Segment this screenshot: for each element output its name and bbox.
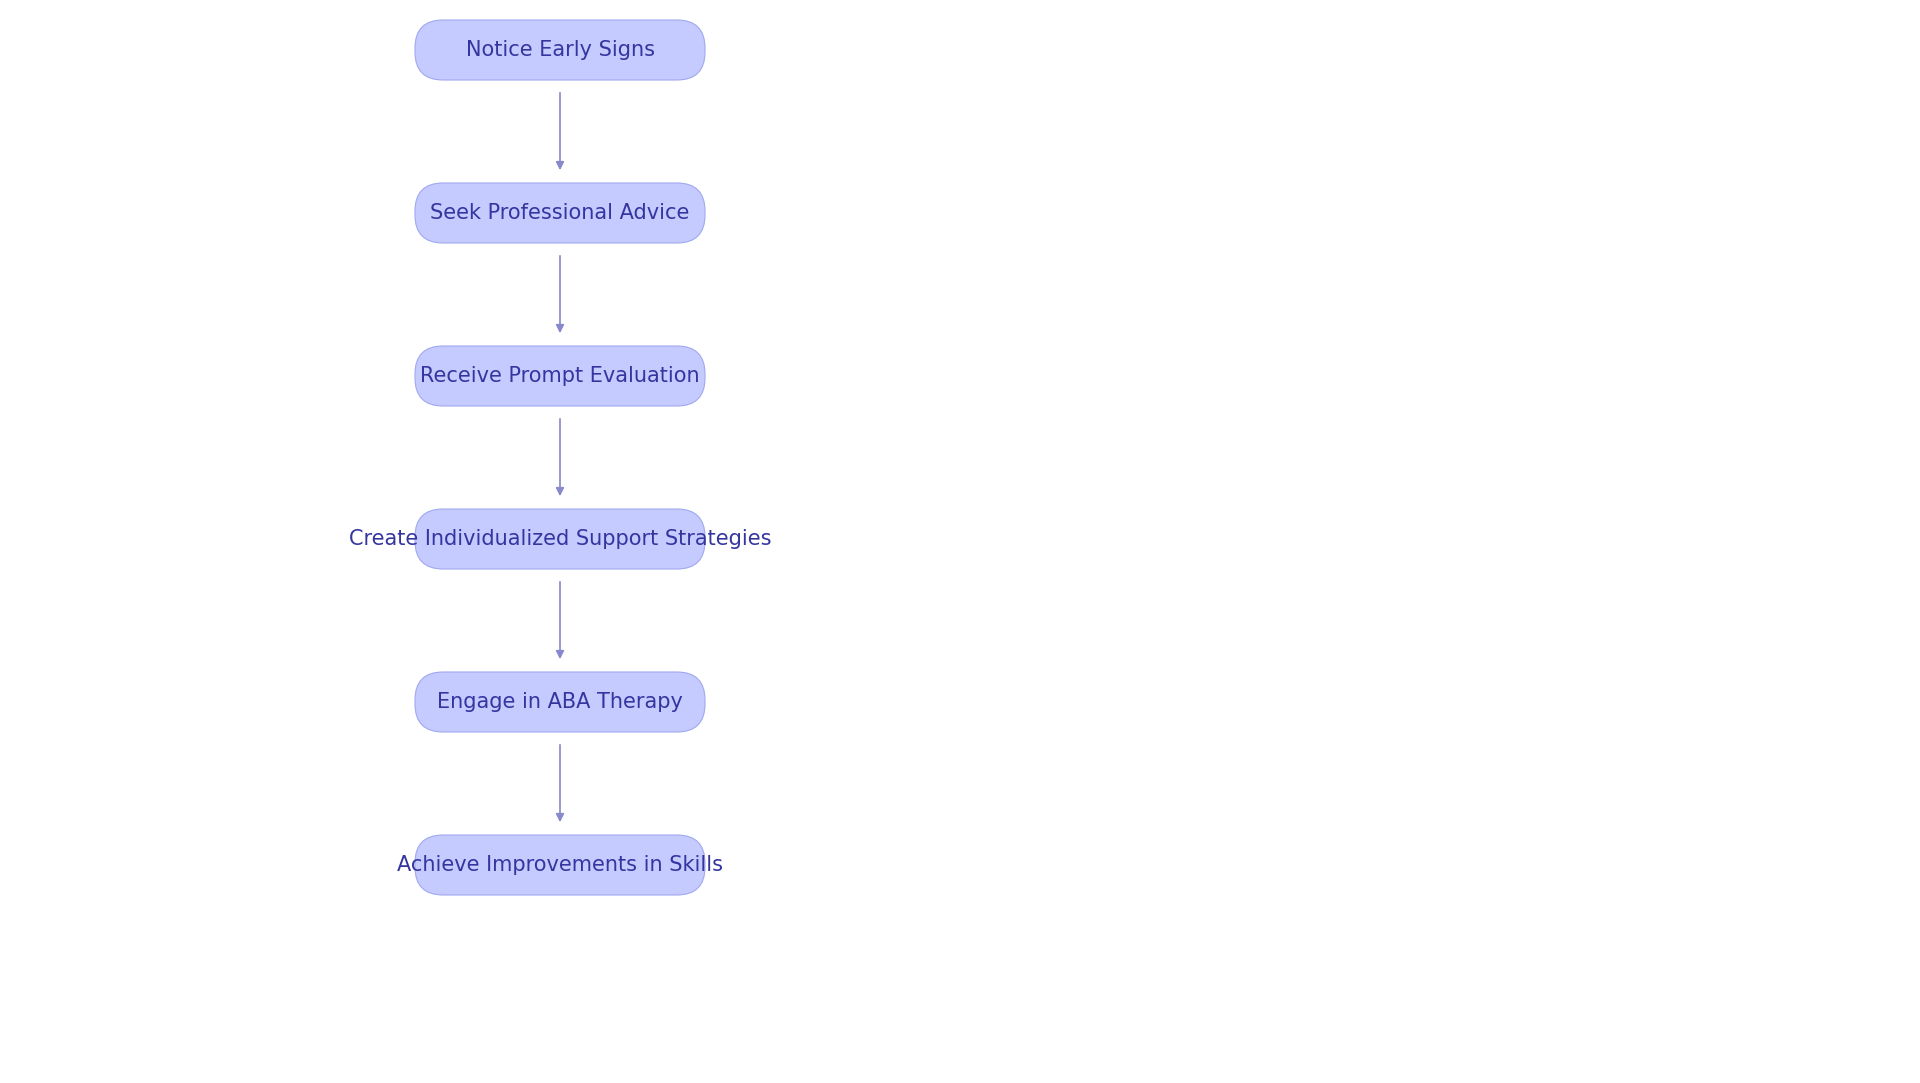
Text: Seek Professional Advice: Seek Professional Advice [430, 203, 689, 223]
Text: Achieve Improvements in Skills: Achieve Improvements in Skills [397, 854, 724, 875]
FancyBboxPatch shape [415, 671, 705, 732]
Text: Engage in ABA Therapy: Engage in ABA Therapy [438, 692, 684, 712]
Text: Create Individualized Support Strategies: Create Individualized Support Strategies [349, 529, 772, 549]
Text: Notice Early Signs: Notice Early Signs [465, 40, 655, 60]
FancyBboxPatch shape [415, 345, 705, 406]
Text: Receive Prompt Evaluation: Receive Prompt Evaluation [420, 366, 699, 386]
FancyBboxPatch shape [415, 509, 705, 569]
FancyBboxPatch shape [415, 835, 705, 895]
FancyBboxPatch shape [415, 19, 705, 80]
FancyBboxPatch shape [415, 183, 705, 243]
